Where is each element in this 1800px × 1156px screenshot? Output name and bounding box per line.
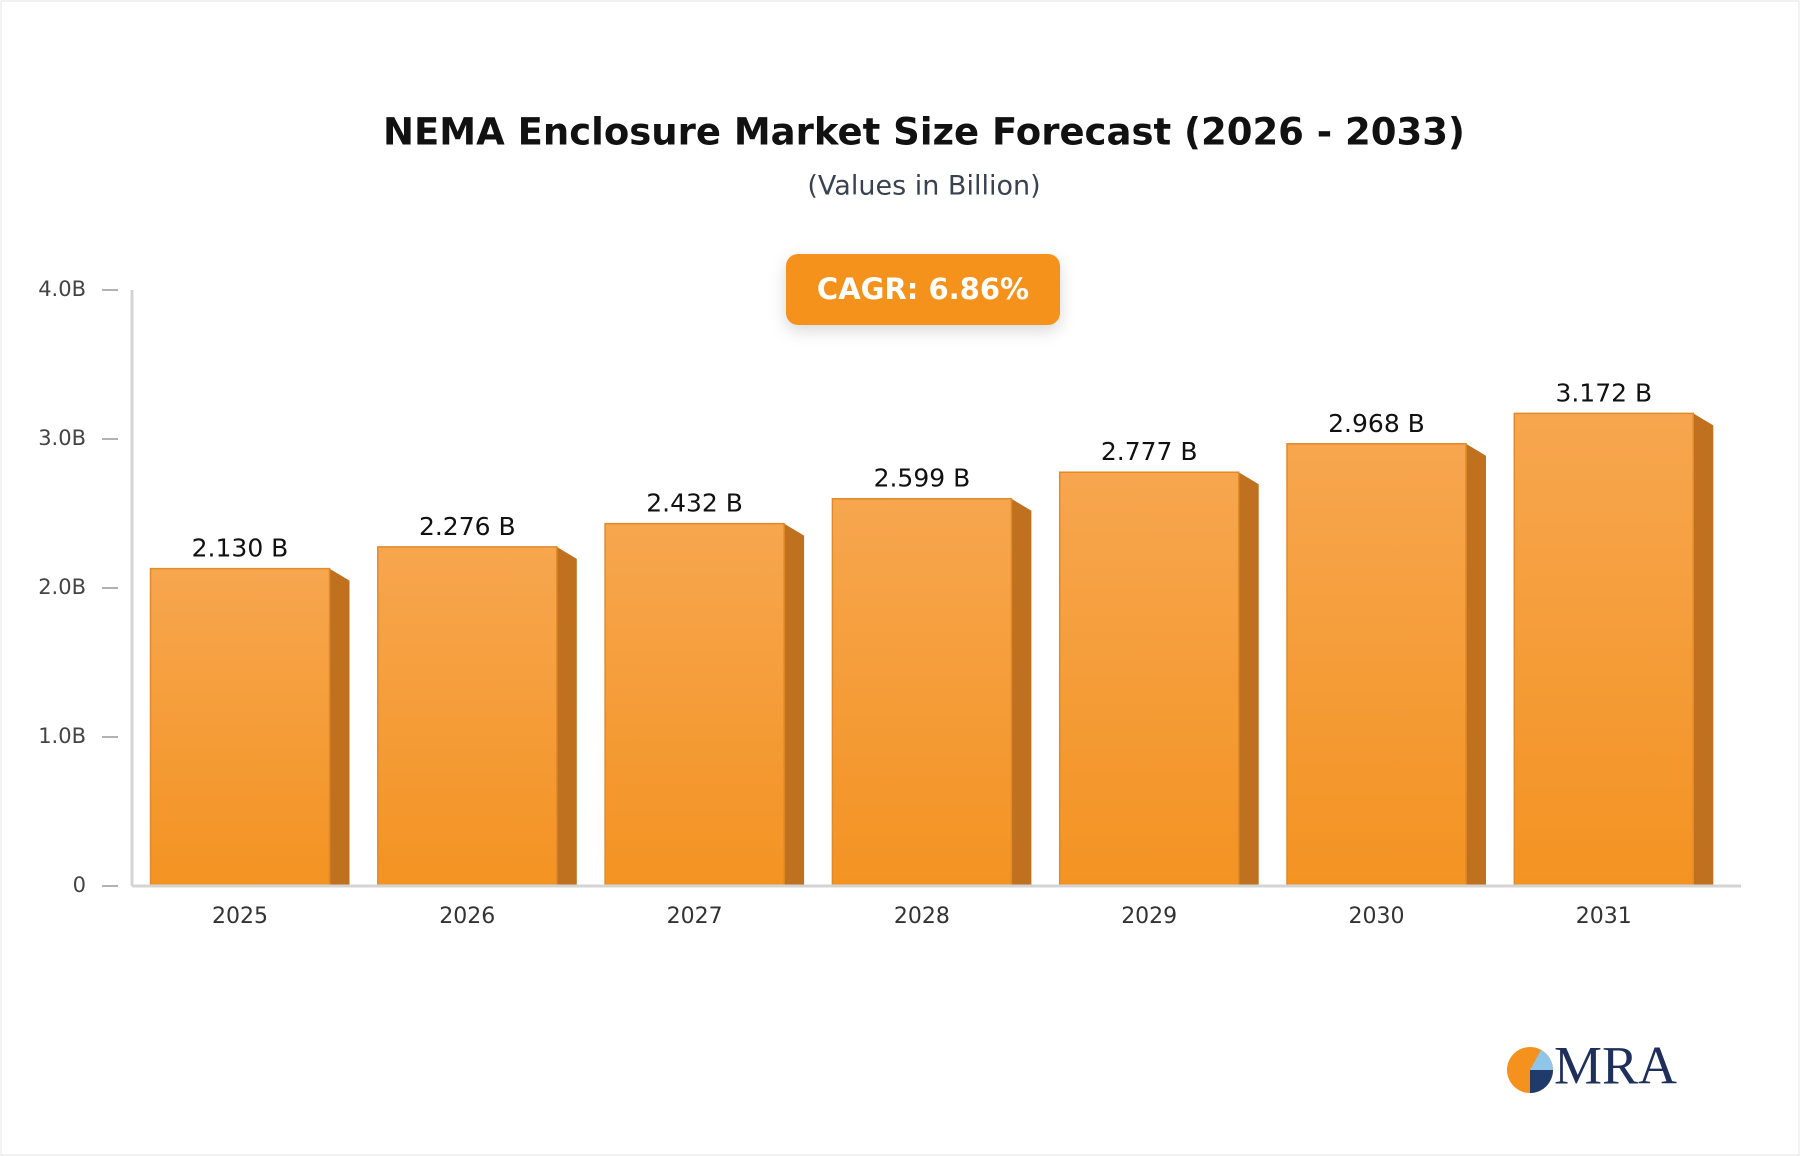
value-label: 2.777 B	[1101, 437, 1198, 466]
y-tick-label: 4.0B	[38, 277, 86, 301]
x-tick-label: 2027	[667, 904, 723, 929]
bar	[604, 522, 785, 887]
x-tick-label: 2028	[894, 904, 950, 929]
y-tick-label: 3.0B	[38, 426, 86, 450]
y-tick-label: 2.0B	[38, 575, 86, 599]
cagr-badge	[786, 254, 1060, 325]
bar	[1058, 471, 1240, 887]
chart-subtitle: (Values in Billion)	[807, 171, 1040, 202]
bar-side	[1238, 472, 1259, 886]
x-tick-label: 2025	[212, 904, 268, 929]
value-label: 2.968 B	[1328, 409, 1425, 438]
bar	[149, 567, 331, 887]
bar	[1513, 412, 1695, 887]
y-tick-label: 1.0B	[38, 724, 86, 748]
value-label: 2.432 B	[646, 489, 743, 518]
x-tick-label: 2030	[1349, 904, 1405, 929]
bar-side	[1693, 413, 1714, 886]
bar-side	[1011, 498, 1032, 886]
cagr-text: CAGR: 6.86%	[817, 272, 1029, 306]
x-tick-label: 2026	[439, 904, 495, 929]
chart-title: NEMA Enclosure Market Size Forecast (202…	[383, 111, 1465, 154]
bar-side	[556, 546, 577, 886]
bar	[1286, 443, 1467, 887]
x-tick-label: 2031	[1576, 904, 1632, 929]
bar-side	[1466, 443, 1486, 886]
value-label: 2.130 B	[192, 534, 289, 563]
bar	[831, 497, 1013, 887]
bar-side	[329, 568, 350, 886]
logo: MRA	[1507, 1035, 1677, 1095]
value-label: 3.172 B	[1555, 378, 1652, 407]
bar	[377, 546, 558, 887]
value-label: 2.276 B	[419, 512, 516, 541]
y-tick-label: 0	[73, 873, 86, 897]
logo-text: MRA	[1554, 1035, 1677, 1095]
bar-side	[784, 523, 805, 886]
value-label: 2.599 B	[874, 464, 971, 493]
x-tick-label: 2029	[1121, 904, 1177, 929]
